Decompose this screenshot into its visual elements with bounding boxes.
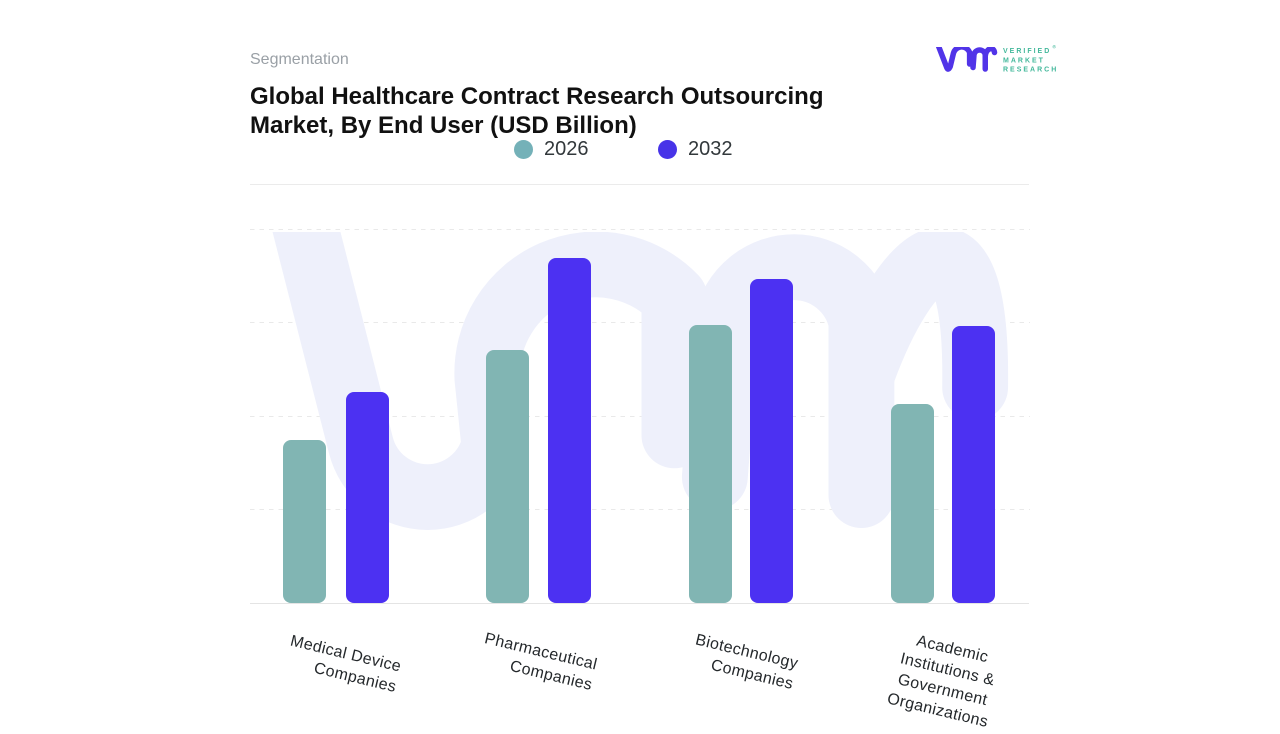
svg-text:MARKET: MARKET	[1003, 58, 1045, 65]
svg-text:VERIFIED: VERIFIED	[1003, 48, 1051, 55]
svg-text:®: ®	[1053, 44, 1057, 50]
svg-text:RESEARCH: RESEARCH	[1003, 67, 1058, 74]
